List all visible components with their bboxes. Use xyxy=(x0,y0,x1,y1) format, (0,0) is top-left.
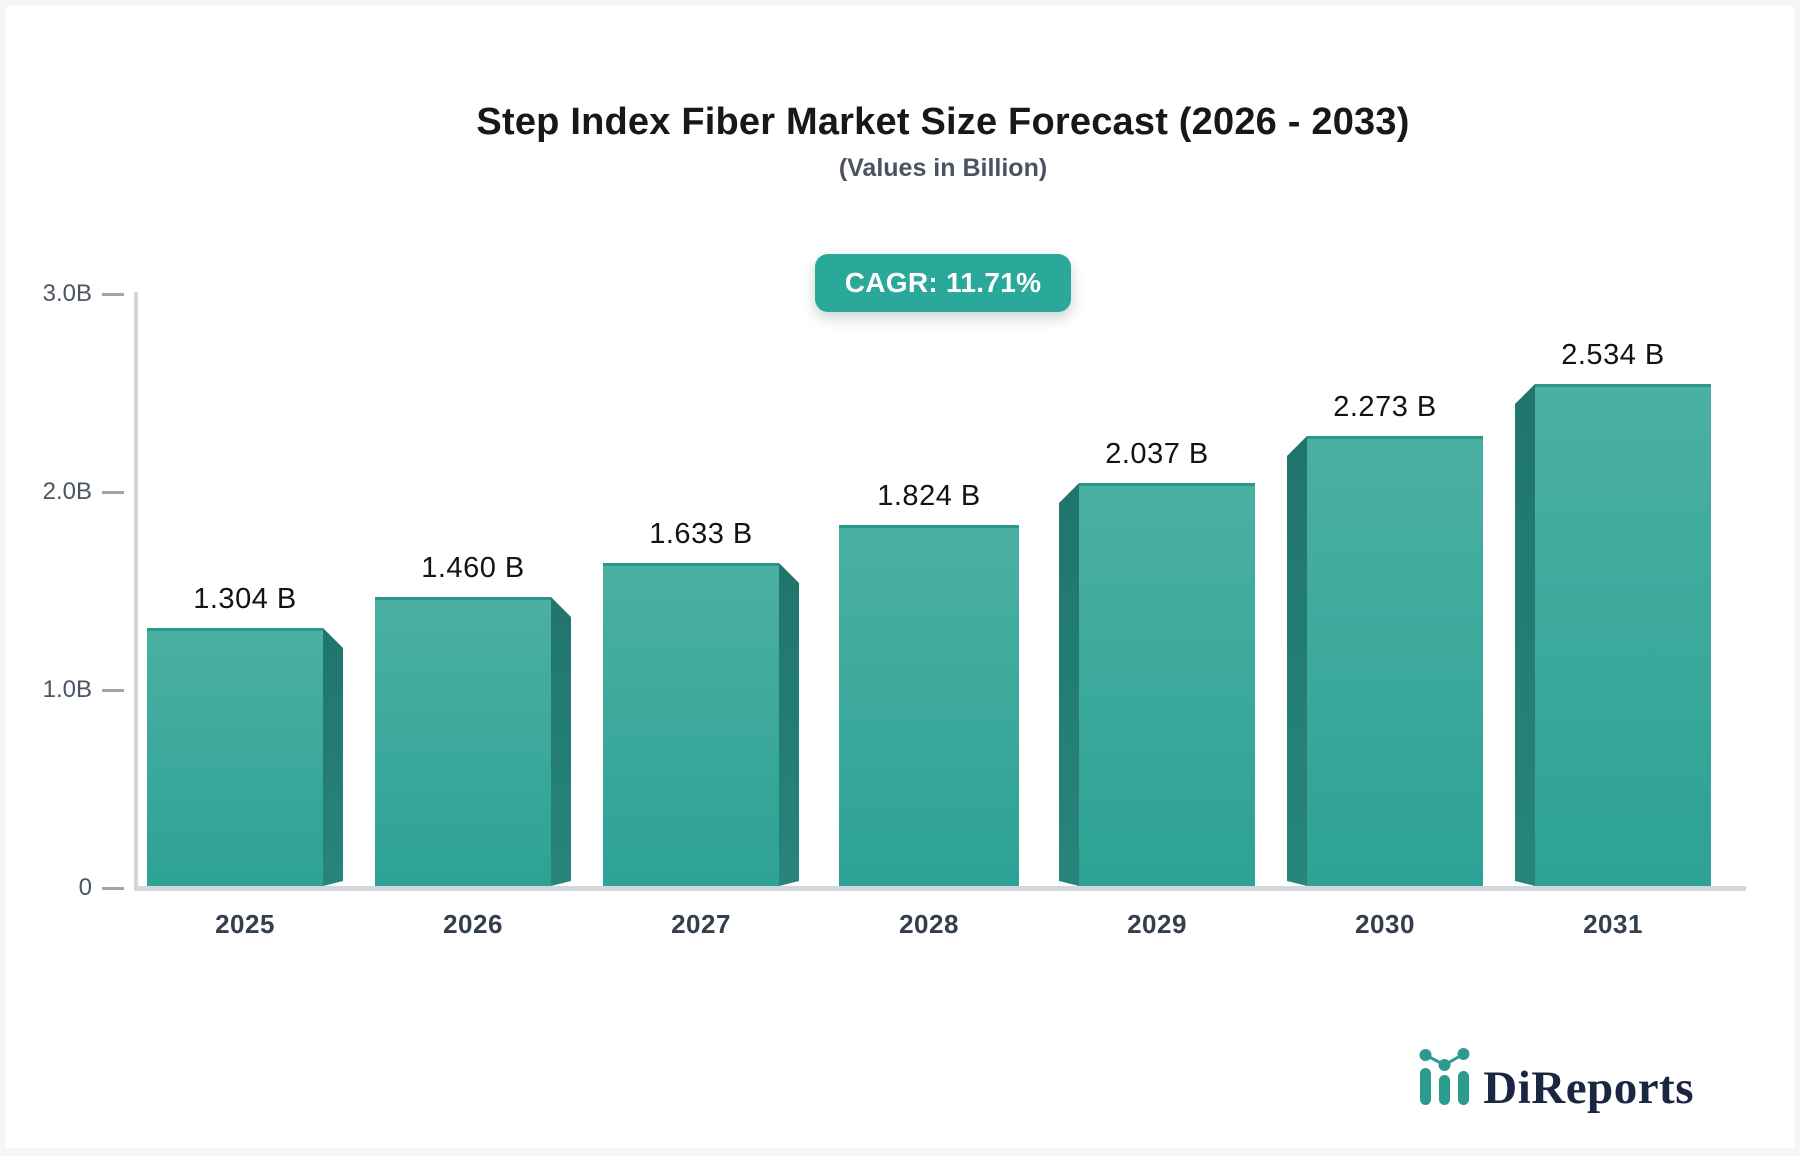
bar-side-face xyxy=(323,628,343,886)
y-axis-tick-label: 2.0B xyxy=(42,478,92,505)
x-axis xyxy=(134,886,1746,891)
bar xyxy=(1535,384,1711,886)
bar-value-label: 2.037 B xyxy=(1105,438,1209,470)
brand-logo: DiReports xyxy=(1417,1046,1694,1112)
bar-side-face xyxy=(779,563,799,886)
bar xyxy=(147,628,323,886)
chart-subtitle: (Values in Billion) xyxy=(838,154,1048,182)
y-axis-tick-label: 1.0B xyxy=(42,676,92,703)
bar-side-face xyxy=(1287,436,1307,886)
x-axis-label: 2026 xyxy=(443,909,503,939)
y-axis xyxy=(134,292,138,890)
bar-side-face xyxy=(1059,483,1079,886)
y-axis-tick-label: 3.0B xyxy=(42,280,92,307)
bar-side-face xyxy=(1515,384,1535,886)
bar-value-label: 2.534 B xyxy=(1561,339,1665,371)
chart-title: Step Index Fiber Market Size Forecast (2… xyxy=(476,101,1410,143)
y-axis-tick xyxy=(102,886,124,890)
bar-value-label: 1.633 B xyxy=(649,518,753,550)
bar-value-label: 1.460 B xyxy=(421,552,525,584)
x-axis-label: 2030 xyxy=(1355,909,1415,939)
y-axis-tick xyxy=(102,688,124,692)
bar-value-label: 2.273 B xyxy=(1333,391,1437,423)
y-axis-tick xyxy=(102,292,124,296)
x-axis-label: 2028 xyxy=(899,909,959,939)
bar-side-face xyxy=(551,597,571,886)
x-axis-label: 2029 xyxy=(1127,909,1187,939)
bar xyxy=(375,597,551,886)
bar xyxy=(1079,483,1255,886)
bar xyxy=(603,563,779,886)
bar-value-label: 1.824 B xyxy=(877,480,981,512)
bar-value-label: 1.304 B xyxy=(193,583,297,615)
x-axis-label: 2027 xyxy=(671,909,731,939)
x-axis-label: 2025 xyxy=(215,909,275,939)
cagr-badge-wrap: CAGR: 11.71% xyxy=(136,254,1750,312)
bar xyxy=(839,525,1019,886)
y-axis-tick xyxy=(102,490,124,494)
plot-area: 0 1.0B 2.0B 3.0B 1.304 B 2025 1.460 B 2026 1.633… xyxy=(6,6,1794,1148)
bar-line-chart-icon xyxy=(1419,1048,1470,1105)
cagr-badge: CAGR: 11.71% xyxy=(814,254,1072,312)
x-axis-label: 2031 xyxy=(1583,909,1643,939)
brand-logo-text: DiReports xyxy=(1483,1062,1694,1114)
y-axis-tick-label: 0 xyxy=(78,874,92,901)
bar xyxy=(1307,436,1483,886)
chart-card: Step Index Fiber Market Size Forecast (2… xyxy=(6,6,1794,1148)
